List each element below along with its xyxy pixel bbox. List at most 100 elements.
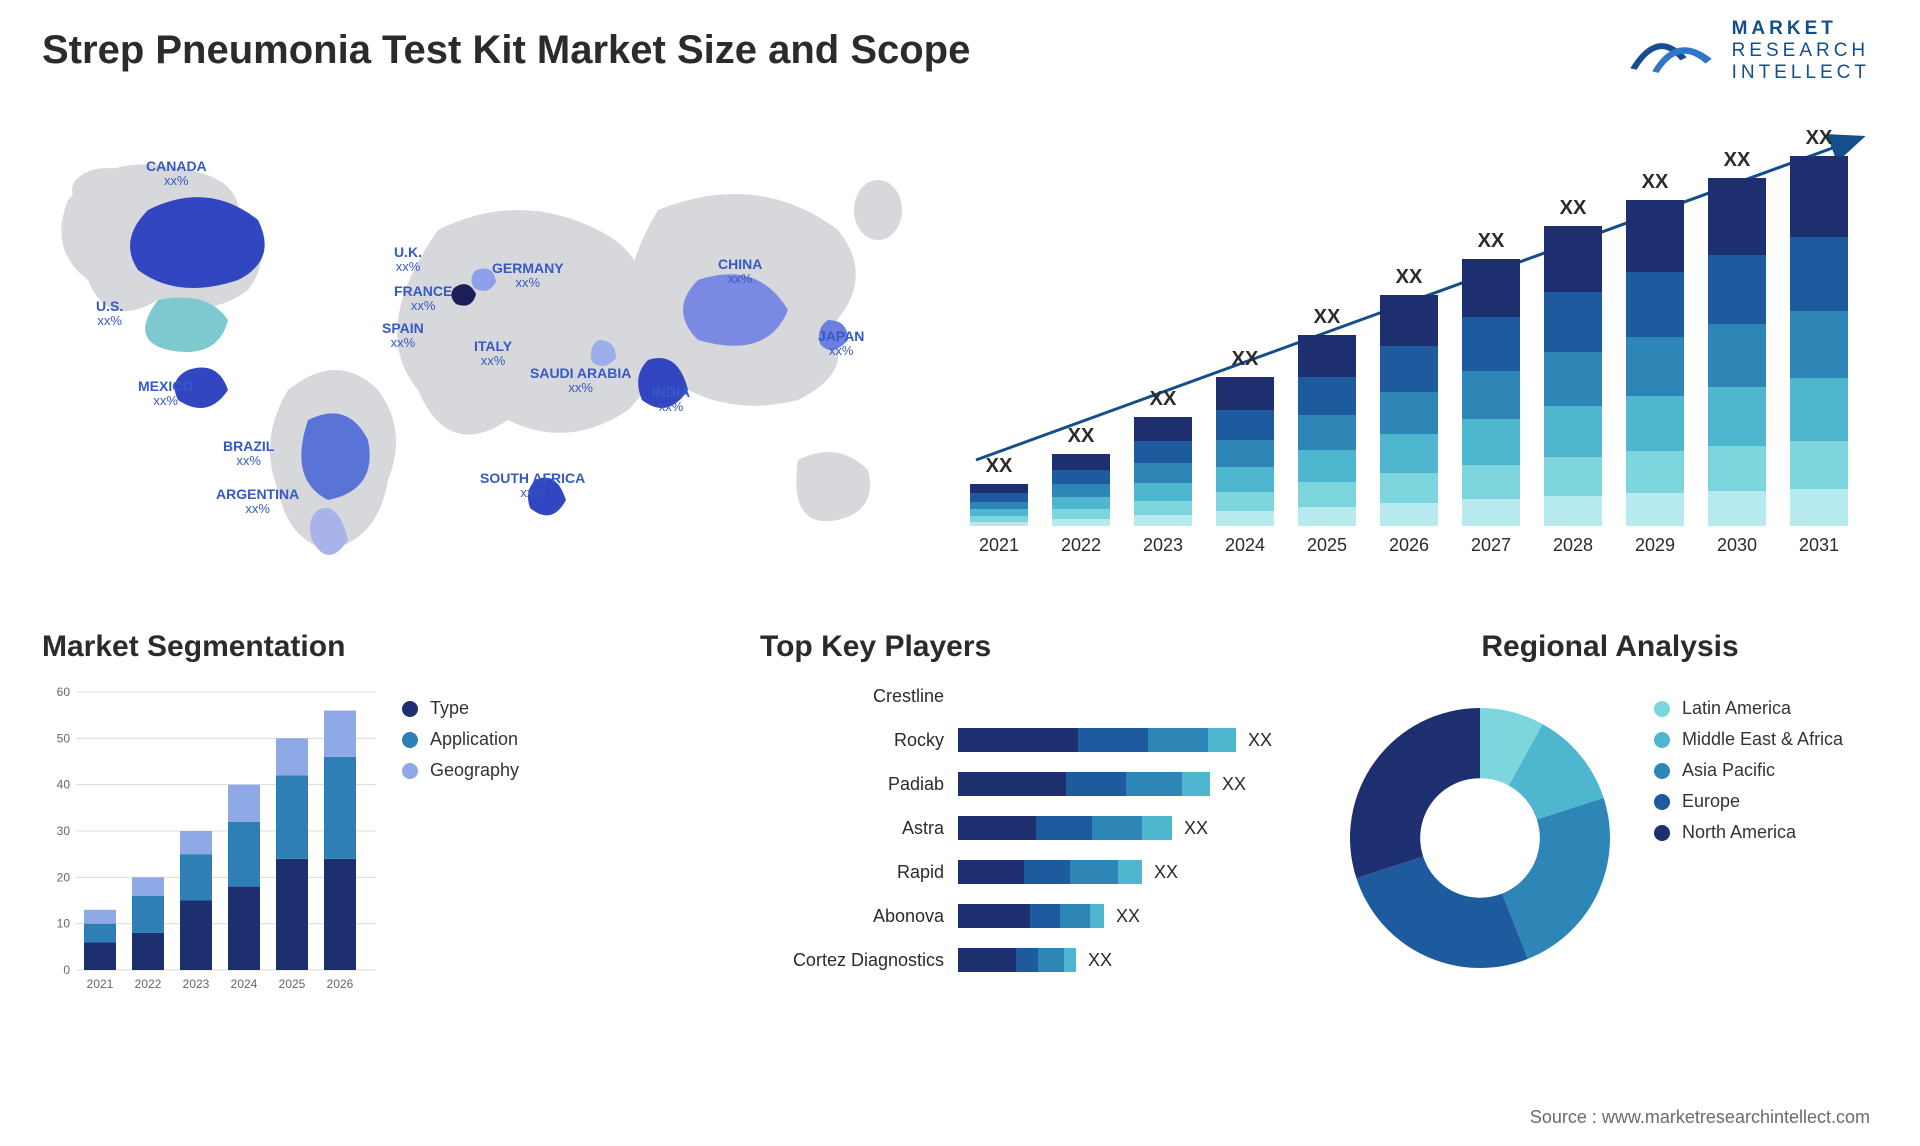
growth-bar-label: XX xyxy=(966,455,1032,478)
growth-bar-label: XX xyxy=(1540,197,1606,220)
player-value: XX xyxy=(1236,730,1272,751)
seg-legend-item: Type xyxy=(402,698,519,719)
growth-bar-label: XX xyxy=(1130,388,1196,411)
growth-xlabel: 2029 xyxy=(1620,535,1690,556)
player-value: XX xyxy=(1104,906,1140,927)
growth-bar-2027 xyxy=(1462,259,1520,526)
growth-xlabel: 2026 xyxy=(1374,535,1444,556)
growth-bar-2030 xyxy=(1708,178,1766,526)
player-row: Rocky XX xyxy=(760,718,1300,762)
player-bar xyxy=(958,904,1104,928)
player-row: PadiabXX xyxy=(760,762,1300,806)
growth-bar-2024 xyxy=(1216,377,1274,526)
logo-swoosh-icon xyxy=(1624,19,1718,83)
player-label: Padiab xyxy=(760,774,958,795)
map-label-china: CHINAxx% xyxy=(718,256,762,287)
map-label-u-s-: U.S.xx% xyxy=(96,298,123,329)
svg-text:2023: 2023 xyxy=(183,977,210,991)
growth-xlabel: 2021 xyxy=(964,535,1034,556)
svg-text:60: 60 xyxy=(57,686,71,699)
player-bar xyxy=(958,948,1076,972)
seg-legend-item: Geography xyxy=(402,760,519,781)
growth-bar-label: XX xyxy=(1376,266,1442,289)
regional-legend: Latin America Middle East & Africa Asia Pa… xyxy=(1654,688,1843,988)
map-label-france: FRANCExx% xyxy=(394,283,452,314)
player-bar xyxy=(958,816,1172,840)
map-label-japan: JAPANxx% xyxy=(818,328,864,359)
map-label-india: INDIAxx% xyxy=(652,384,690,415)
growth-bar-label: XX xyxy=(1048,425,1114,448)
map-label-south-africa: SOUTH AFRICAxx% xyxy=(480,470,585,501)
svg-text:40: 40 xyxy=(57,778,71,792)
world-map: CANADAxx%U.S.xx%MEXICOxx%BRAZILxx%ARGENT… xyxy=(38,140,918,580)
svg-text:50: 50 xyxy=(57,731,71,745)
region-legend-item: North America xyxy=(1654,822,1843,843)
seg-legend-item: Application xyxy=(402,729,519,750)
logo-line3: INTELLECT xyxy=(1732,62,1870,84)
player-bar xyxy=(958,728,1236,752)
growth-bar-2021 xyxy=(970,484,1028,526)
segmentation-title: Market Segmentation xyxy=(42,630,592,664)
player-bar xyxy=(958,772,1210,796)
player-label: Crestline xyxy=(760,686,958,707)
growth-xlabel: 2024 xyxy=(1210,535,1280,556)
segmentation-legend: Type Application Geography xyxy=(402,688,519,791)
growth-xlabel: 2031 xyxy=(1784,535,1854,556)
region-legend-item: Europe xyxy=(1654,791,1843,812)
brand-logo: MARKET RESEARCH INTELLECT xyxy=(1624,18,1870,84)
player-label: Rocky xyxy=(760,730,958,751)
player-row: Abonova XX xyxy=(760,894,1300,938)
map-label-mexico: MEXICOxx% xyxy=(138,378,193,409)
map-label-germany: GERMANYxx% xyxy=(492,260,564,291)
key-players-chart: CrestlineRockyXXPadiabXXAstraXXRapidXXAb… xyxy=(760,674,1300,982)
growth-chart: 2021202220232024202520262027202820292030… xyxy=(960,130,1880,570)
region-legend-item: Asia Pacific xyxy=(1654,760,1843,781)
svg-text:20: 20 xyxy=(57,870,71,884)
map-label-u-k-: U.K.xx% xyxy=(394,244,422,275)
map-label-italy: ITALYxx% xyxy=(474,338,512,369)
region-legend-item: Latin America xyxy=(1654,698,1843,719)
growth-xlabel: 2022 xyxy=(1046,535,1116,556)
growth-bar-label: XX xyxy=(1294,306,1360,329)
growth-bar-2022 xyxy=(1052,454,1110,526)
growth-bar-2029 xyxy=(1626,200,1684,526)
player-row: Cortez DiagnosticsXX xyxy=(760,938,1300,982)
source-label: Source : www.marketresearchintellect.com xyxy=(1530,1107,1870,1128)
growth-bar-2023 xyxy=(1134,417,1192,526)
player-label: Astra xyxy=(760,818,958,839)
player-value: XX xyxy=(1142,862,1178,883)
growth-bar-label: XX xyxy=(1622,171,1688,194)
donut-slice xyxy=(1350,708,1480,878)
player-label: Abonova xyxy=(760,906,958,927)
segmentation-chart: 0102030405060202120222023202420252026 xyxy=(42,686,382,996)
svg-text:2021: 2021 xyxy=(87,977,114,991)
map-label-saudi-arabia: SAUDI ARABIAxx% xyxy=(530,365,631,396)
player-label: Rapid xyxy=(760,862,958,883)
page-title: Strep Pneumonia Test Kit Market Size and… xyxy=(42,28,970,73)
growth-bar-2028 xyxy=(1544,226,1602,526)
growth-xlabel: 2030 xyxy=(1702,535,1772,556)
map-label-canada: CANADAxx% xyxy=(146,158,207,189)
region-legend-item: Middle East & Africa xyxy=(1654,729,1843,750)
logo-line1: MARKET xyxy=(1732,18,1870,40)
player-row: Crestline xyxy=(760,674,1300,718)
map-label-brazil: BRAZILxx% xyxy=(223,438,274,469)
growth-bar-label: XX xyxy=(1212,348,1278,371)
regional-section: Regional Analysis Latin America Middle Ea… xyxy=(1330,630,1890,988)
regional-title: Regional Analysis xyxy=(1330,630,1890,664)
svg-text:2026: 2026 xyxy=(327,977,354,991)
player-row: Rapid XX xyxy=(760,850,1300,894)
growth-bar-label: XX xyxy=(1704,149,1770,172)
growth-bar-2025 xyxy=(1298,335,1356,526)
growth-bar-label: XX xyxy=(1786,127,1852,150)
svg-text:30: 30 xyxy=(57,824,71,838)
donut-slice xyxy=(1356,856,1527,968)
svg-text:0: 0 xyxy=(63,963,70,977)
regional-donut xyxy=(1330,688,1630,988)
growth-xlabel: 2023 xyxy=(1128,535,1198,556)
player-label: Cortez Diagnostics xyxy=(760,950,958,971)
segmentation-section: Market Segmentation 01020304050602021202… xyxy=(42,630,592,996)
map-label-spain: SPAINxx% xyxy=(382,320,424,351)
logo-text: MARKET RESEARCH INTELLECT xyxy=(1732,18,1870,84)
growth-bar-label: XX xyxy=(1458,230,1524,253)
